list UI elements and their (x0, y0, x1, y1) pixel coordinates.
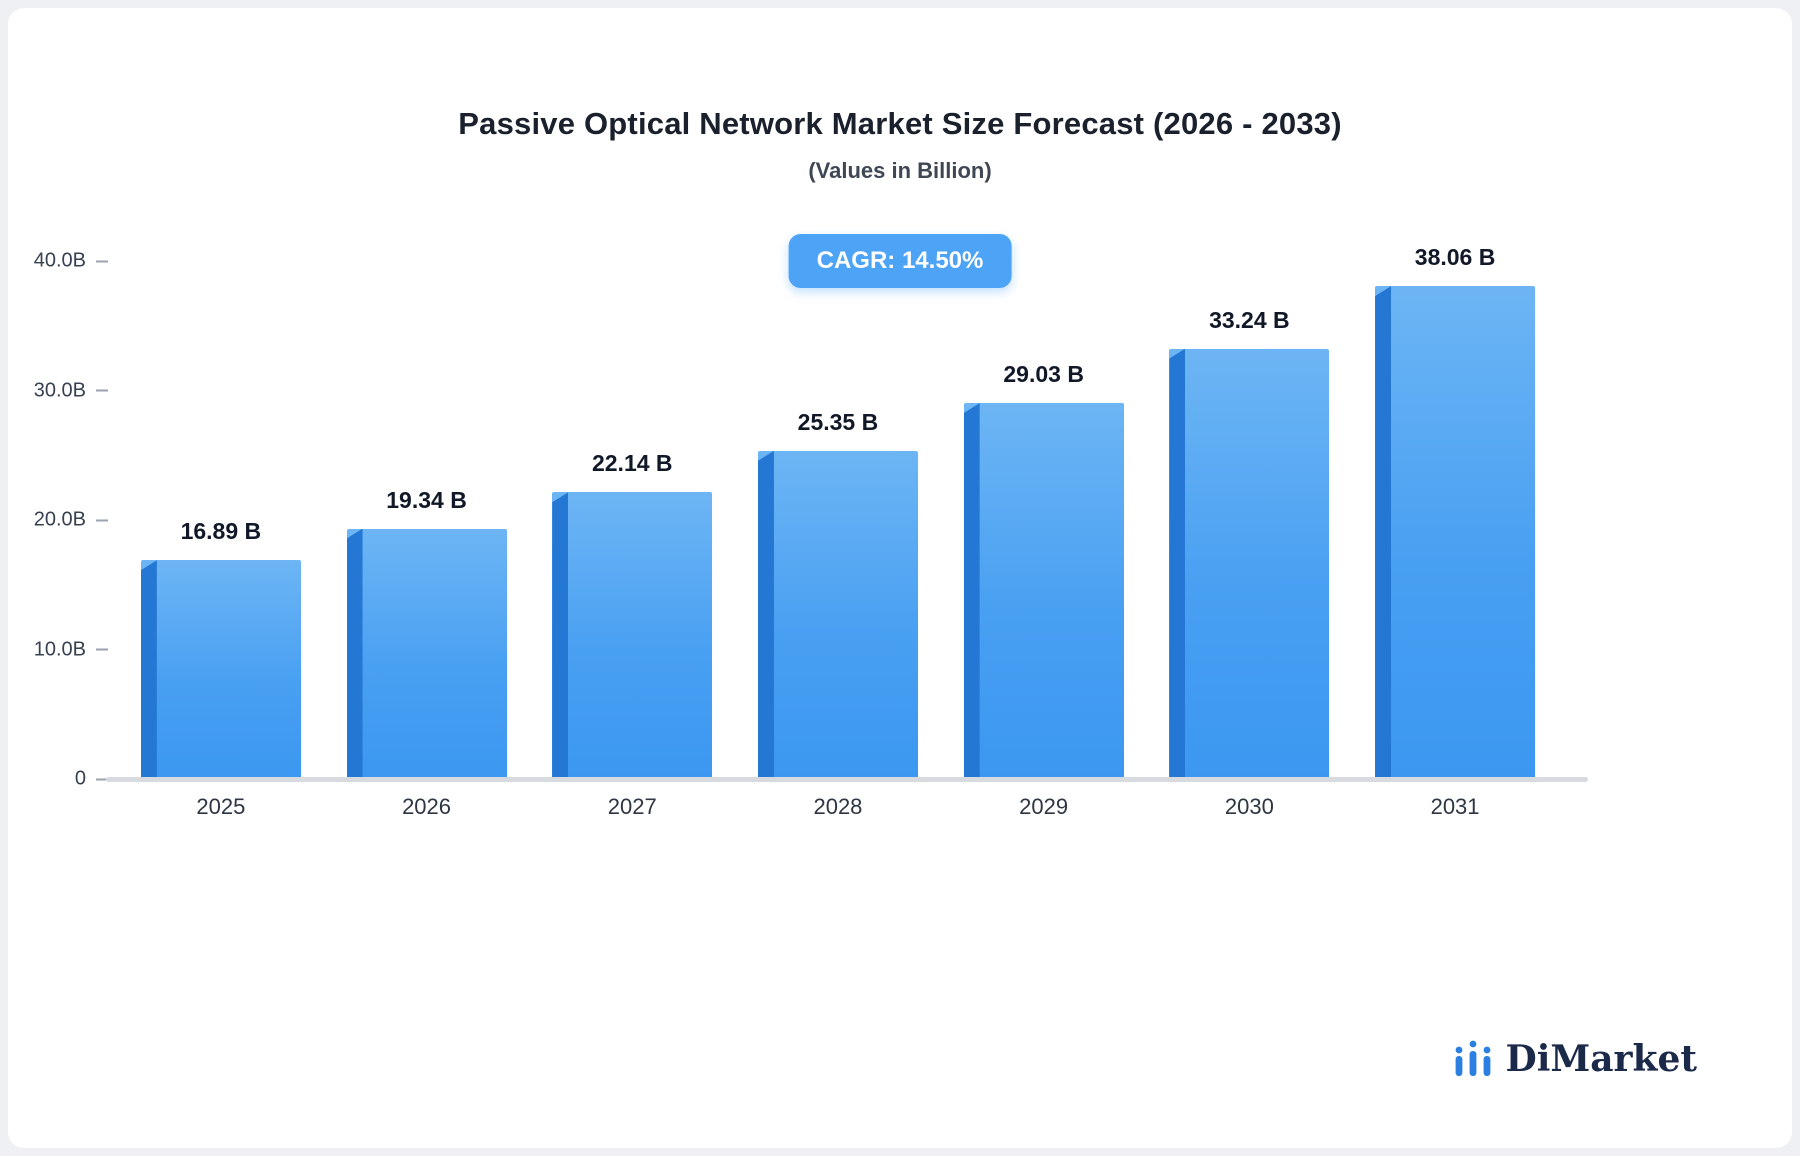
bar-value-label: 29.03 B (1003, 361, 1084, 388)
brand-wordmark: DiMarket (1505, 1038, 1697, 1080)
bar-value-label: 38.06 B (1414, 244, 1496, 271)
x-axis-label-2027: 2027 (607, 794, 657, 819)
chart-title: Passive Optical Network Market Size Fore… (458, 106, 1342, 141)
y-tick-label: 30.0B (8, 379, 108, 402)
bar-value-label: 22.14 B (591, 450, 673, 477)
bar-side-shade (963, 403, 980, 779)
y-tick-mark (96, 260, 108, 263)
y-tick-label: 0 (8, 768, 108, 791)
bar-2025: 16.89 B (140, 518, 301, 779)
y-tick-label: 10.0B (8, 638, 108, 661)
x-axis-label-2028: 2028 (813, 794, 863, 819)
bar-slot: 33.24 B (1160, 261, 1338, 779)
bar-side-shade (140, 560, 157, 779)
chart-subtitle: (Values in Billion) (808, 158, 992, 183)
y-axis: 40.0B 30.0B 20.0B 10.0B 0 (8, 250, 108, 790)
bar-2027: 22.14 B (552, 450, 713, 779)
cagr-badge: CAGR: 14.50% (788, 234, 1012, 288)
bar-side-shade (1375, 286, 1392, 779)
bar-2030: 33.24 B (1169, 307, 1330, 779)
plot-area: 40.0B 30.0B 20.0B 10.0B 0 16.89 B 19.34 B 22.1… (34, 244, 1588, 790)
x-axis-line (106, 777, 1588, 782)
bar-slot: 29.03 B (955, 261, 1133, 779)
y-tick-mark (96, 648, 108, 651)
x-axis-label-2026: 2026 (402, 794, 452, 819)
bar-value-label: 19.34 B (386, 486, 467, 513)
bar-side-shade (757, 450, 774, 779)
x-axis-label-2025: 2025 (196, 794, 246, 819)
bar-slot: 38.06 B (1366, 244, 1544, 779)
bar-slot: 19.34 B (338, 261, 516, 779)
dimarket-bars-icon (1453, 1039, 1495, 1079)
brand-logo: DiMarket (1453, 1038, 1697, 1080)
bar-value-label: 33.24 B (1209, 306, 1290, 333)
x-axis-labels: 2025 2026 2027 2028 2029 2030 2031 (118, 794, 1558, 820)
y-tick-mark (96, 519, 108, 522)
bar-slot: 25.35 B (749, 261, 927, 779)
bar-2026: 19.34 B (346, 487, 507, 779)
bar-slot: 16.89 B (132, 261, 310, 779)
bar-2031: 38.06 B (1375, 244, 1536, 779)
y-tick-label: 40.0B (8, 250, 108, 273)
bar-value-label: 16.89 B (180, 518, 262, 545)
bar-side-shade (552, 492, 569, 779)
bar-value-label: 25.35 B (797, 408, 879, 435)
x-axis-label-2029: 2029 (1019, 794, 1069, 819)
bar-2029: 29.03 B (963, 361, 1124, 779)
bar-side-shade (1169, 348, 1186, 779)
y-tick-mark (96, 778, 108, 781)
bars-container: 16.89 B 19.34 B 22.14 B 25.35 B 29.03 B 33.24… (118, 244, 1558, 779)
y-tick-mark (96, 389, 108, 392)
bar-side-shade (346, 528, 363, 779)
x-axis-label-2030: 2030 (1224, 794, 1274, 819)
bar-slot: 22.14 B (543, 261, 721, 779)
x-axis-label-2031: 2031 (1430, 794, 1480, 819)
bar-2028: 25.35 B (757, 409, 918, 779)
y-tick-label: 20.0B (8, 509, 108, 532)
chart-card: Passive Optical Network Market Size Fore… (8, 8, 1792, 1148)
